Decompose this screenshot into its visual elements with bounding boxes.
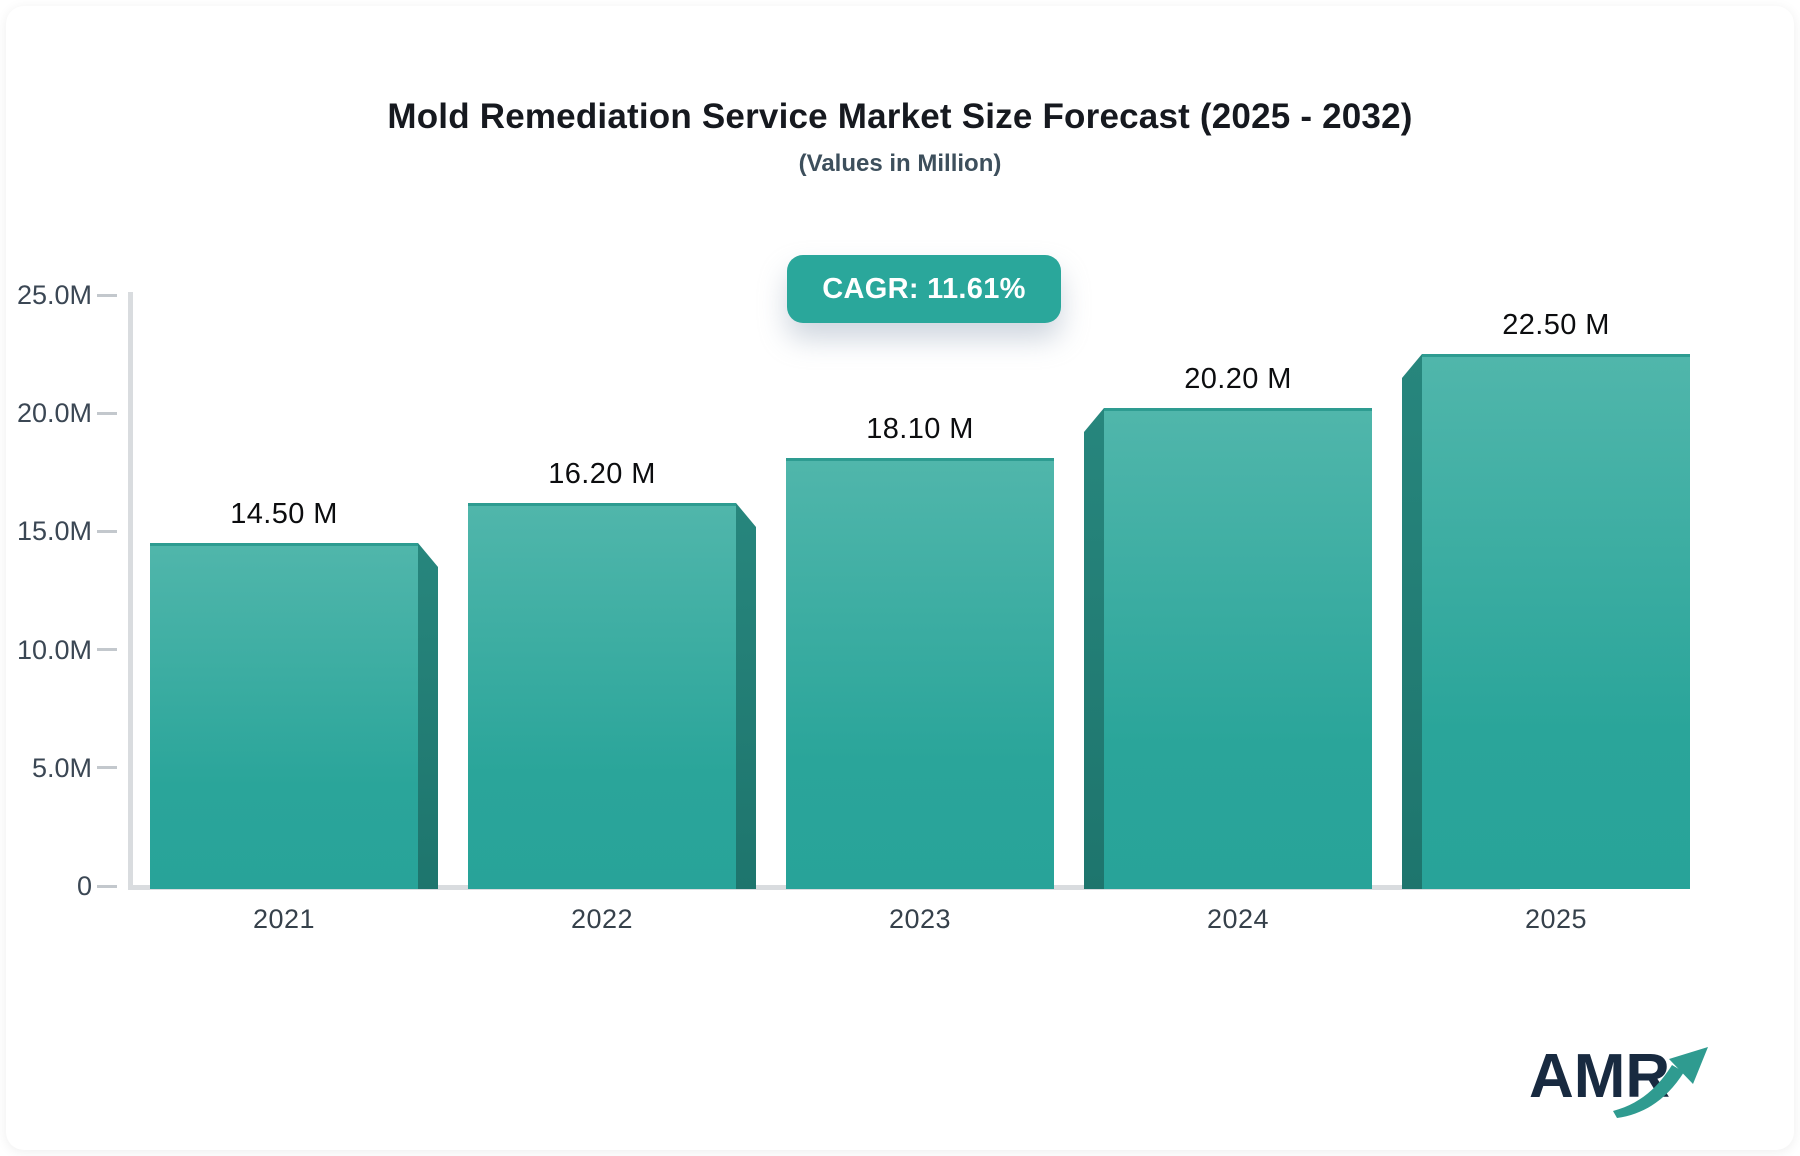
y-axis-tick <box>97 766 117 770</box>
y-axis-line <box>128 292 133 890</box>
x-axis-category-label: 2024 <box>1206 904 1270 934</box>
cagr-badge-label: CAGR: 11.61% <box>822 272 1026 305</box>
bar-3d-side <box>418 543 438 889</box>
amr-logo-arrow-head <box>1669 1047 1708 1084</box>
bar-value-label: 18.10 M <box>866 413 974 445</box>
y-axis-tick-label: 10.0M <box>16 634 92 665</box>
bar-2024 <box>1104 408 1372 889</box>
y-axis-tick-label: 0 <box>76 871 92 901</box>
y-axis-tick-label: 5.0M <box>31 752 92 783</box>
cagr-badge: CAGR: 11.61% <box>787 255 1061 323</box>
y-axis-tick <box>97 293 117 297</box>
bar-value-label: 14.50 M <box>230 498 338 530</box>
y-axis-tick <box>97 884 117 888</box>
bar-2025 <box>1422 354 1690 889</box>
y-axis-tick <box>97 648 117 652</box>
x-axis-category-label: 2021 <box>252 904 316 934</box>
bar-value-label: 20.20 M <box>1184 363 1292 395</box>
amr-logo-arrow-swoosh <box>1613 1065 1684 1118</box>
bar-value-label: 22.50 M <box>1502 309 1610 341</box>
bar-2021 <box>150 543 418 889</box>
y-axis-tick-label: 20.0M <box>16 398 92 429</box>
bar-value-label: 16.20 M <box>548 458 656 490</box>
x-axis-category-label: 2025 <box>1524 904 1588 934</box>
chart-title: Mold Remediation Service Market Size For… <box>387 97 1413 136</box>
bar-3d-side <box>736 503 756 889</box>
bar-3d-side <box>1402 354 1422 889</box>
bar-2023 <box>786 458 1054 889</box>
y-axis-tick <box>97 411 117 415</box>
x-axis-category-label: 2022 <box>570 904 634 934</box>
y-axis-tick-label: 25.0M <box>16 280 92 310</box>
y-axis-tick <box>97 529 117 533</box>
bar-2022 <box>468 503 736 889</box>
bar-3d-side <box>1084 408 1104 889</box>
amr-logo: AMR <box>1529 1042 1708 1118</box>
x-axis-category-label: 2023 <box>888 904 952 934</box>
y-axis-tick-label: 15.0M <box>16 516 92 547</box>
chart-subtitle: (Values in Million) <box>798 150 1002 177</box>
